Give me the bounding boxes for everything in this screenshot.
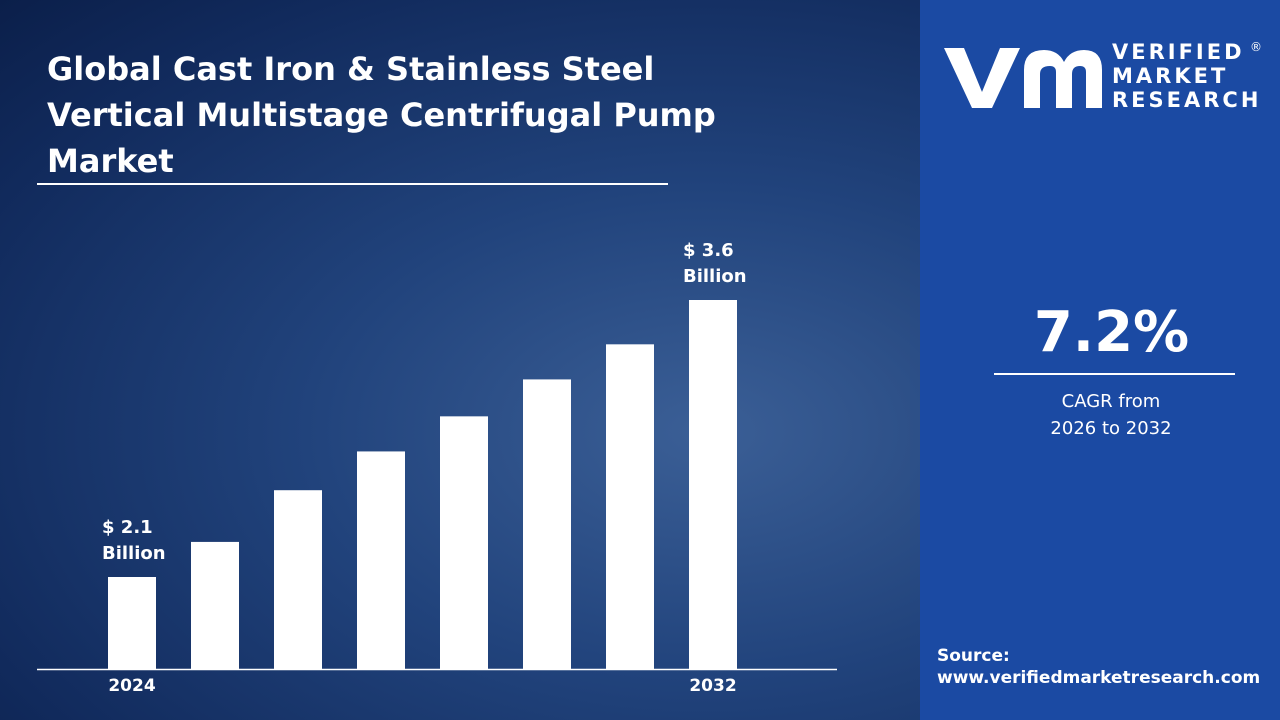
cagr-value: 7.2% xyxy=(1033,300,1190,365)
logo-text: MARKET xyxy=(1112,64,1229,88)
logo-mark xyxy=(944,48,1102,108)
bar xyxy=(191,541,239,669)
logo-text: VERIFIED xyxy=(1112,40,1245,64)
cagr-label: CAGR from 2026 to 2032 xyxy=(1050,391,1172,439)
x-tick-label: 2032 xyxy=(689,676,737,696)
registered-mark: ® xyxy=(1250,40,1262,54)
cagr-rule xyxy=(994,373,1235,375)
x-tick-label: 2024 xyxy=(108,676,156,696)
bar xyxy=(440,416,488,669)
bar xyxy=(274,490,322,669)
logo-text: RESEARCH xyxy=(1112,88,1262,112)
chart xyxy=(0,0,900,720)
value-label: $ 2.1 Billion xyxy=(102,517,166,564)
source-label: Source: xyxy=(937,646,1010,666)
title-rule xyxy=(37,183,668,185)
bar xyxy=(606,344,654,669)
value-label: $ 3.6 Billion xyxy=(683,240,747,287)
bar xyxy=(357,451,405,669)
bar xyxy=(523,379,571,669)
source: Source: www.verifiedmarketresearch.com xyxy=(937,645,1260,689)
side-panel xyxy=(920,0,1280,720)
bar xyxy=(108,577,156,669)
title: Global Cast Iron & Stainless Steel Verti… xyxy=(47,50,716,180)
bar xyxy=(689,300,737,669)
source-url: www.verifiedmarketresearch.com xyxy=(937,668,1261,688)
